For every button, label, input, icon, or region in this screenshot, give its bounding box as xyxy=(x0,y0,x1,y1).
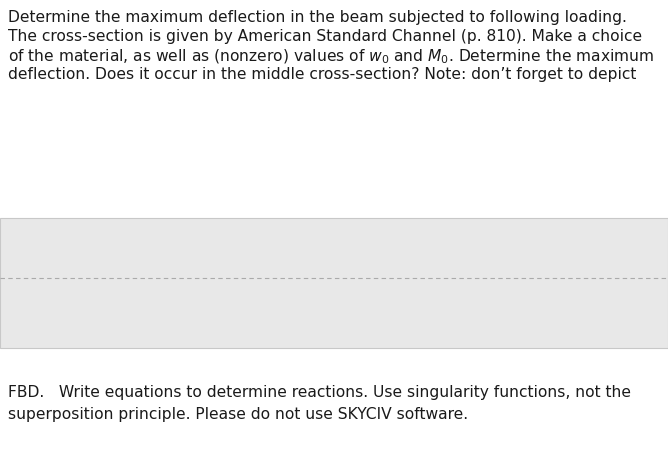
Text: The cross-section is given by American Standard Channel (p. 810). Make a choice: The cross-section is given by American S… xyxy=(8,29,642,44)
Text: deflection. Does it occur in the middle cross-section? Note: don’t forget to dep: deflection. Does it occur in the middle … xyxy=(8,67,637,82)
Text: Determine the maximum deflection in the beam subjected to following loading.: Determine the maximum deflection in the … xyxy=(8,10,627,25)
Text: superposition principle. Please do not use SKYCIV software.: superposition principle. Please do not u… xyxy=(8,407,468,422)
Text: of the material, as well as (nonzero) values of $w_0$ and $M_0$. Determine the m: of the material, as well as (nonzero) va… xyxy=(8,48,654,66)
Bar xyxy=(0,218,668,348)
Text: FBD.   Write equations to determine reactions. Use singularity functions, not th: FBD. Write equations to determine reacti… xyxy=(8,385,631,400)
